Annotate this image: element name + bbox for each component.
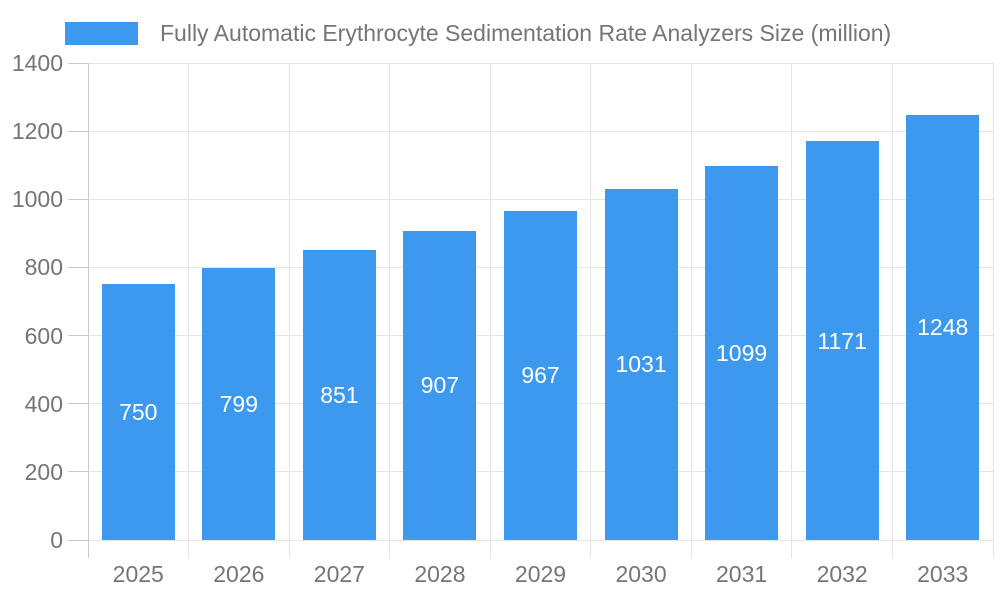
- y-axis-label: 0: [50, 527, 63, 553]
- y-axis-tick: [68, 335, 88, 337]
- bar-value-label: 967: [521, 362, 560, 389]
- gridline-vertical: [690, 63, 692, 540]
- x-axis-label: 2029: [514, 561, 567, 587]
- x-axis-label: 2027: [313, 561, 365, 587]
- gridline-horizontal: [88, 198, 993, 200]
- bar-value-label: 907: [420, 372, 460, 399]
- y-axis-tick: [68, 539, 88, 541]
- gridline-horizontal: [88, 539, 993, 541]
- y-axis-line: [87, 63, 89, 558]
- x-axis-label: 2032: [816, 561, 868, 587]
- y-axis-tick: [68, 62, 88, 64]
- gridline-horizontal: [88, 62, 993, 64]
- x-axis-tick: [288, 540, 290, 558]
- gridline-vertical: [188, 63, 190, 540]
- x-axis-tick: [992, 540, 994, 558]
- x-axis-label: 2033: [917, 561, 969, 587]
- bar-value-label: 1171: [817, 327, 867, 354]
- bar-value-label: 1248: [917, 314, 969, 341]
- y-axis-label: 1400: [11, 50, 63, 76]
- x-axis-tick: [188, 540, 190, 558]
- bar-2028[interactable]: [403, 230, 477, 540]
- x-axis-tick: [791, 540, 793, 558]
- y-axis-tick: [68, 130, 88, 132]
- x-axis-label: 2031: [716, 561, 768, 587]
- gridline-vertical: [791, 63, 793, 540]
- x-axis-tick: [891, 540, 893, 558]
- bar-2033[interactable]: [906, 114, 980, 540]
- bar-value-label: 750: [119, 399, 158, 426]
- bar-2026[interactable]: [202, 267, 276, 540]
- x-axis-label: 2026: [213, 561, 265, 587]
- y-axis-label: 600: [24, 322, 63, 349]
- bar-value-label: 851: [320, 382, 359, 409]
- gridline-vertical: [389, 63, 391, 540]
- gridline-vertical: [590, 63, 592, 540]
- y-axis-tick: [68, 471, 88, 473]
- bar-2031[interactable]: [705, 165, 779, 540]
- x-axis-tick: [690, 540, 692, 558]
- bar-2027[interactable]: [302, 250, 376, 540]
- bar-value-label: 799: [219, 390, 259, 417]
- y-axis-label: 400: [24, 390, 63, 417]
- legend-swatch: [65, 22, 138, 45]
- legend-label: Fully Automatic Erythrocyte Sedimentatio…: [160, 20, 892, 46]
- y-axis-label: 1200: [11, 118, 63, 145]
- y-axis-label: 800: [24, 254, 63, 281]
- bar-2029[interactable]: [504, 210, 577, 540]
- gridline-vertical: [891, 63, 893, 540]
- x-axis-label: 2028: [414, 561, 466, 587]
- x-axis-tick: [590, 540, 592, 558]
- y-axis-label: 1000: [11, 186, 63, 213]
- gridline-horizontal: [88, 130, 993, 132]
- x-axis-tick: [389, 540, 391, 558]
- gridline-vertical: [489, 63, 491, 540]
- bar-value-label: 1031: [615, 351, 667, 378]
- x-axis-label: 2030: [615, 561, 667, 587]
- x-axis-label: 2025: [112, 561, 164, 587]
- bar-2025[interactable]: [101, 284, 175, 540]
- gridline-vertical: [992, 63, 994, 540]
- y-axis-tick: [68, 198, 88, 200]
- y-axis-label: 200: [24, 458, 63, 485]
- gridline-vertical: [288, 63, 290, 540]
- bar-value-label: 1099: [716, 339, 768, 366]
- x-axis-tick: [489, 540, 491, 558]
- y-axis-tick: [68, 266, 88, 268]
- bar-2030[interactable]: [604, 188, 678, 540]
- bar-2032[interactable]: [805, 141, 879, 540]
- legend[interactable]: Fully Automatic Erythrocyte Sedimentatio…: [65, 20, 891, 47]
- y-axis-tick: [68, 403, 88, 405]
